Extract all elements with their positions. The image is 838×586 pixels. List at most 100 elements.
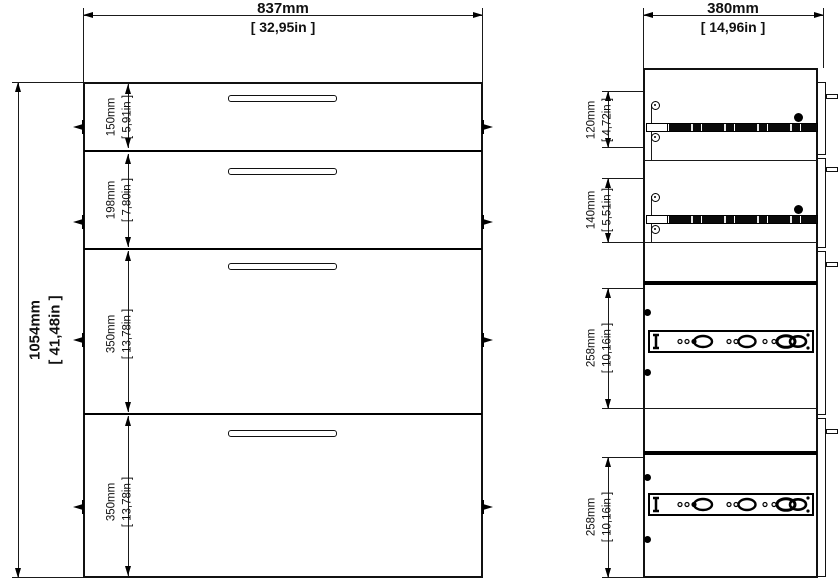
edge-arrow-right-3: [483, 336, 493, 343]
drawer-3-handle-side: [826, 262, 838, 267]
dim-sec-2-arrow-top: [604, 178, 611, 188]
rail-2-endcap: [646, 215, 668, 224]
dim-depth-mm-label: 380mm: [707, 0, 759, 17]
drawer-4-front-edge: [817, 418, 826, 577]
drawer-1-handle-side: [826, 94, 838, 99]
dim-drawer-3-mm: 350mm: [105, 314, 118, 354]
rail-1-screw-top: [651, 101, 660, 110]
dim-sec-4-line: [608, 457, 609, 578]
dim-drawer-1-in: [ 5,91in ]: [121, 94, 133, 140]
dim-sec-2-label: 140mm [ 5,51in ]: [584, 188, 615, 232]
dim-drawer-3-label: 350mm [ 13,78in ]: [104, 309, 135, 360]
side-line-1: [644, 160, 817, 161]
dim-sec-4-ext-bottom: [602, 577, 643, 578]
slide-3-body: [648, 330, 814, 353]
dim-sec-3-in: [ 10,16in ]: [601, 322, 613, 374]
dim-drawer-4-arrow-top: [124, 416, 131, 426]
slide-4-detail: [653, 496, 810, 513]
dim-sec-4-arrow-top: [604, 457, 611, 467]
dim-height-label: 1054mm [ 41,48in ]: [26, 295, 65, 364]
drawer-4-handle: [228, 430, 337, 437]
cabinet-front-outline: [83, 82, 483, 578]
dim-drawer-1-label: 150mm [ 5,91in ]: [104, 95, 135, 139]
dim-depth-line: [643, 15, 824, 16]
dim-depth-ext-right: [823, 8, 824, 68]
rail-1-roller: [794, 113, 803, 122]
dim-drawer-2-mm: 198mm: [105, 180, 118, 220]
side-shelf-panel-1: [644, 281, 817, 285]
dim-drawer-2-arrow-bottom: [124, 237, 131, 247]
dim-sec-2-line: [608, 178, 609, 243]
edge-arrow-left-1: [73, 123, 83, 130]
dim-sec-3-ext-bottom: [602, 408, 643, 409]
drawer-2-handle: [228, 168, 337, 175]
rail-1: [646, 123, 818, 132]
dim-sec-1-arrow-bottom: [604, 138, 611, 148]
dim-width-ext-right: [482, 8, 483, 82]
drawer-3-front-edge: [817, 251, 826, 415]
edge-arrow-left-3: [73, 336, 83, 343]
dim-depth-arrow-right: [814, 12, 824, 18]
rail-1-endcap: [646, 123, 668, 132]
dim-sec-4-mm: 258mm: [585, 497, 598, 537]
rail-2-screw-bottom: [651, 225, 660, 234]
dim-drawer-3-in: [ 13,78in ]: [121, 308, 133, 360]
edge-arrow-left-4: [73, 503, 83, 510]
drawer-divider-1: [84, 150, 482, 152]
dim-sec-3-ext-top: [602, 288, 643, 289]
dim-drawer-1-mm: 150mm: [105, 97, 118, 137]
dim-sec-1-ext-bottom: [602, 147, 643, 148]
dim-sec-1-ext-top: [602, 91, 643, 92]
dim-drawer-2-in: [ 7,80in ]: [121, 177, 133, 223]
dim-sec-3-mm: 258mm: [585, 328, 598, 368]
drawer-divider-3: [84, 413, 482, 415]
dim-sec-3-arrow-top: [604, 288, 611, 298]
dim-drawer-1-arrow-top: [124, 84, 131, 94]
dim-sec-1-arrow-top: [604, 91, 611, 101]
dim-width-mm-label: 837mm: [257, 0, 309, 17]
dim-depth-arrow-left: [643, 12, 653, 18]
rail-2: [646, 215, 818, 224]
dim-drawer-3-line: [128, 251, 129, 412]
dim-height-mm-label: 1054mm: [26, 299, 44, 361]
edge-arrow-right-2: [483, 218, 493, 225]
edge-arrow-right-1: [483, 123, 493, 130]
dim-drawer-3-arrow-bottom: [124, 402, 131, 412]
drawer-4-handle-side: [826, 429, 838, 434]
edge-tick-right-3: [482, 333, 484, 347]
dim-width-line: [83, 15, 483, 16]
dim-sec-4-arrow-bottom: [604, 568, 611, 578]
dim-sec-4-in: [ 10,16in ]: [601, 491, 613, 543]
dim-drawer-4-arrow-bottom: [124, 566, 131, 576]
edge-arrow-left-2: [73, 218, 83, 225]
slide-3-screw-bottom: [644, 369, 651, 376]
dim-depth-ext-left: [643, 8, 644, 68]
edge-tick-right-1: [482, 120, 484, 134]
edge-arrow-right-4: [483, 503, 493, 510]
dim-drawer-2-label: 198mm [ 7,80in ]: [104, 178, 135, 222]
slide-3-screw-top: [644, 309, 651, 316]
dim-width-arrow-left: [83, 12, 93, 18]
slide-4-screw-bottom: [644, 536, 651, 543]
drawer-2-handle-side: [826, 167, 838, 172]
side-back-edge-1: [651, 105, 652, 160]
dim-sec-3-label: 258mm [ 10,16in ]: [584, 323, 615, 374]
dim-sec-1-mm: 120mm: [585, 100, 598, 140]
dim-sec-1-label: 120mm [ 4,72in ]: [584, 98, 615, 142]
dim-sec-1-in: [ 4,72in ]: [601, 97, 613, 143]
dim-width-in-label: [ 32,95in ]: [250, 19, 316, 35]
dim-sec-2-in: [ 5,51in ]: [601, 187, 613, 233]
slide-4-body: [648, 493, 814, 516]
dim-drawer-1-line: [128, 84, 129, 148]
dim-drawer-2-arrow-top: [124, 154, 131, 164]
dim-height-in-label: [ 41,48in ]: [46, 295, 63, 365]
dim-drawer-2-line: [128, 154, 129, 247]
dim-width-ext-left: [83, 8, 84, 82]
slide-4-screw-top: [644, 474, 651, 481]
dim-sec-2-ext-bottom: [602, 242, 643, 243]
dim-drawer-4-label: 350mm [ 13,78in ]: [104, 477, 135, 528]
dim-sec-3-line: [608, 288, 609, 409]
dim-depth-in-label: [ 14,96in ]: [700, 19, 766, 35]
edge-tick-right-2: [482, 215, 484, 229]
